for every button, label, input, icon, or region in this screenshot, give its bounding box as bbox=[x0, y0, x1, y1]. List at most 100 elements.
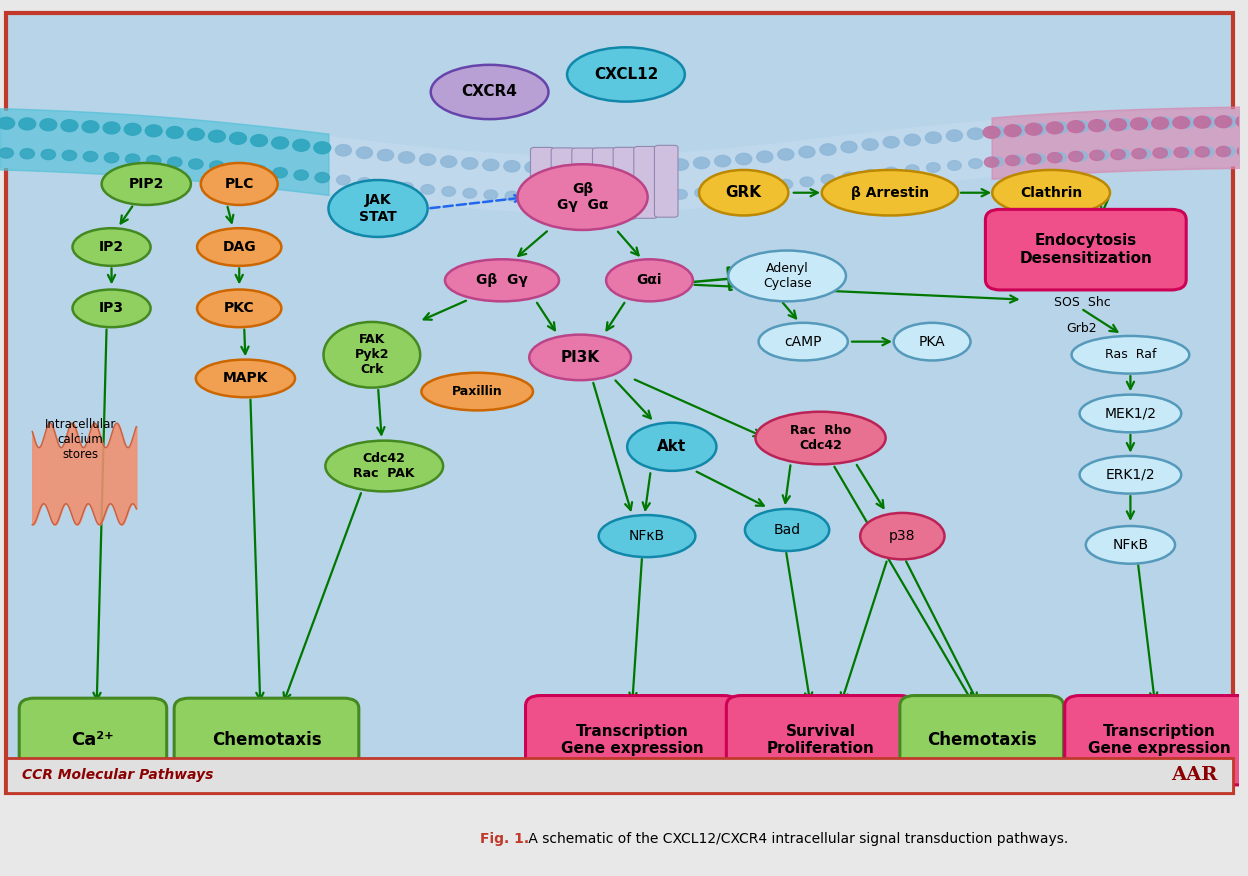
Circle shape bbox=[208, 131, 225, 142]
Circle shape bbox=[166, 126, 183, 138]
Ellipse shape bbox=[72, 229, 151, 266]
Ellipse shape bbox=[197, 289, 281, 327]
Circle shape bbox=[61, 120, 77, 131]
Circle shape bbox=[314, 142, 331, 153]
FancyBboxPatch shape bbox=[552, 148, 575, 220]
Text: PKA: PKA bbox=[919, 335, 946, 349]
Text: Intracellular
calcium
stores: Intracellular calcium stores bbox=[45, 418, 116, 462]
Text: Fig. 1.: Fig. 1. bbox=[480, 832, 529, 846]
Text: SOS  Shc: SOS Shc bbox=[1053, 296, 1111, 308]
FancyBboxPatch shape bbox=[726, 696, 915, 785]
Circle shape bbox=[1111, 150, 1126, 159]
Circle shape bbox=[609, 162, 625, 173]
Circle shape bbox=[799, 146, 815, 158]
Circle shape bbox=[1006, 155, 1020, 166]
Circle shape bbox=[230, 132, 246, 145]
Ellipse shape bbox=[860, 512, 945, 559]
Circle shape bbox=[147, 156, 161, 166]
Text: NFκB: NFκB bbox=[1112, 538, 1148, 552]
Circle shape bbox=[885, 167, 899, 177]
Circle shape bbox=[735, 153, 751, 165]
Text: p38: p38 bbox=[889, 529, 916, 543]
Text: Transcription
Gene expression: Transcription Gene expression bbox=[560, 724, 704, 756]
Circle shape bbox=[82, 121, 99, 132]
Circle shape bbox=[841, 141, 857, 152]
Circle shape bbox=[125, 124, 141, 135]
Circle shape bbox=[208, 131, 226, 142]
Circle shape bbox=[504, 160, 520, 172]
Circle shape bbox=[1116, 150, 1129, 159]
Text: NFκB: NFκB bbox=[629, 529, 665, 543]
Text: Ca²⁺: Ca²⁺ bbox=[71, 731, 115, 749]
Ellipse shape bbox=[755, 412, 886, 464]
Circle shape bbox=[589, 193, 603, 202]
Circle shape bbox=[1046, 122, 1063, 134]
Ellipse shape bbox=[599, 515, 695, 557]
Circle shape bbox=[84, 152, 97, 161]
Ellipse shape bbox=[745, 509, 829, 551]
Ellipse shape bbox=[529, 335, 631, 380]
Circle shape bbox=[1093, 120, 1109, 131]
Circle shape bbox=[357, 147, 372, 159]
Ellipse shape bbox=[1080, 394, 1182, 433]
Circle shape bbox=[210, 161, 223, 171]
Circle shape bbox=[862, 139, 879, 151]
Circle shape bbox=[41, 150, 55, 159]
FancyBboxPatch shape bbox=[634, 146, 658, 218]
Circle shape bbox=[272, 138, 288, 149]
Circle shape bbox=[314, 173, 329, 182]
Circle shape bbox=[1032, 154, 1046, 164]
Ellipse shape bbox=[197, 229, 281, 266]
Text: cAMP: cAMP bbox=[785, 335, 822, 349]
Circle shape bbox=[0, 148, 12, 158]
FancyBboxPatch shape bbox=[986, 209, 1186, 290]
Circle shape bbox=[1199, 117, 1216, 128]
Circle shape bbox=[695, 188, 709, 198]
Circle shape bbox=[378, 180, 392, 190]
Circle shape bbox=[273, 168, 287, 178]
Circle shape bbox=[104, 123, 120, 134]
Circle shape bbox=[377, 150, 393, 161]
Text: Paxillin: Paxillin bbox=[452, 385, 503, 398]
Circle shape bbox=[167, 127, 182, 138]
Ellipse shape bbox=[607, 259, 693, 301]
FancyBboxPatch shape bbox=[654, 145, 678, 217]
Circle shape bbox=[1222, 146, 1236, 156]
Text: A schematic of the CXCL12/CXCR4 intracellular signal transduction pathways.: A schematic of the CXCL12/CXCR4 intracel… bbox=[524, 832, 1068, 846]
Circle shape bbox=[441, 156, 457, 167]
Circle shape bbox=[1217, 146, 1231, 157]
Circle shape bbox=[167, 157, 182, 167]
Circle shape bbox=[1194, 117, 1211, 128]
Circle shape bbox=[820, 144, 836, 155]
Text: Adenyl
Cyclase: Adenyl Cyclase bbox=[763, 262, 811, 290]
Circle shape bbox=[168, 158, 182, 167]
Ellipse shape bbox=[1080, 456, 1182, 494]
Circle shape bbox=[990, 157, 1003, 166]
Circle shape bbox=[358, 178, 371, 187]
FancyBboxPatch shape bbox=[1065, 696, 1248, 785]
Text: IP2: IP2 bbox=[99, 240, 124, 254]
Circle shape bbox=[1221, 116, 1237, 127]
Circle shape bbox=[126, 154, 140, 164]
Circle shape bbox=[273, 167, 287, 178]
Circle shape bbox=[1090, 151, 1104, 160]
Circle shape bbox=[0, 117, 15, 129]
Circle shape bbox=[1010, 124, 1026, 136]
Circle shape bbox=[462, 158, 478, 169]
Circle shape bbox=[925, 132, 941, 144]
Circle shape bbox=[399, 182, 413, 192]
Circle shape bbox=[1178, 117, 1194, 128]
Ellipse shape bbox=[1086, 526, 1176, 564]
Ellipse shape bbox=[1072, 336, 1189, 373]
Circle shape bbox=[545, 162, 562, 173]
Circle shape bbox=[716, 186, 729, 195]
Circle shape bbox=[210, 161, 225, 171]
Ellipse shape bbox=[567, 47, 685, 102]
Circle shape bbox=[125, 124, 141, 135]
Circle shape bbox=[19, 118, 36, 130]
Circle shape bbox=[525, 161, 542, 173]
Circle shape bbox=[105, 152, 119, 163]
Text: ERK1/2: ERK1/2 bbox=[1106, 468, 1156, 482]
Circle shape bbox=[983, 126, 1000, 138]
FancyBboxPatch shape bbox=[6, 13, 1233, 793]
